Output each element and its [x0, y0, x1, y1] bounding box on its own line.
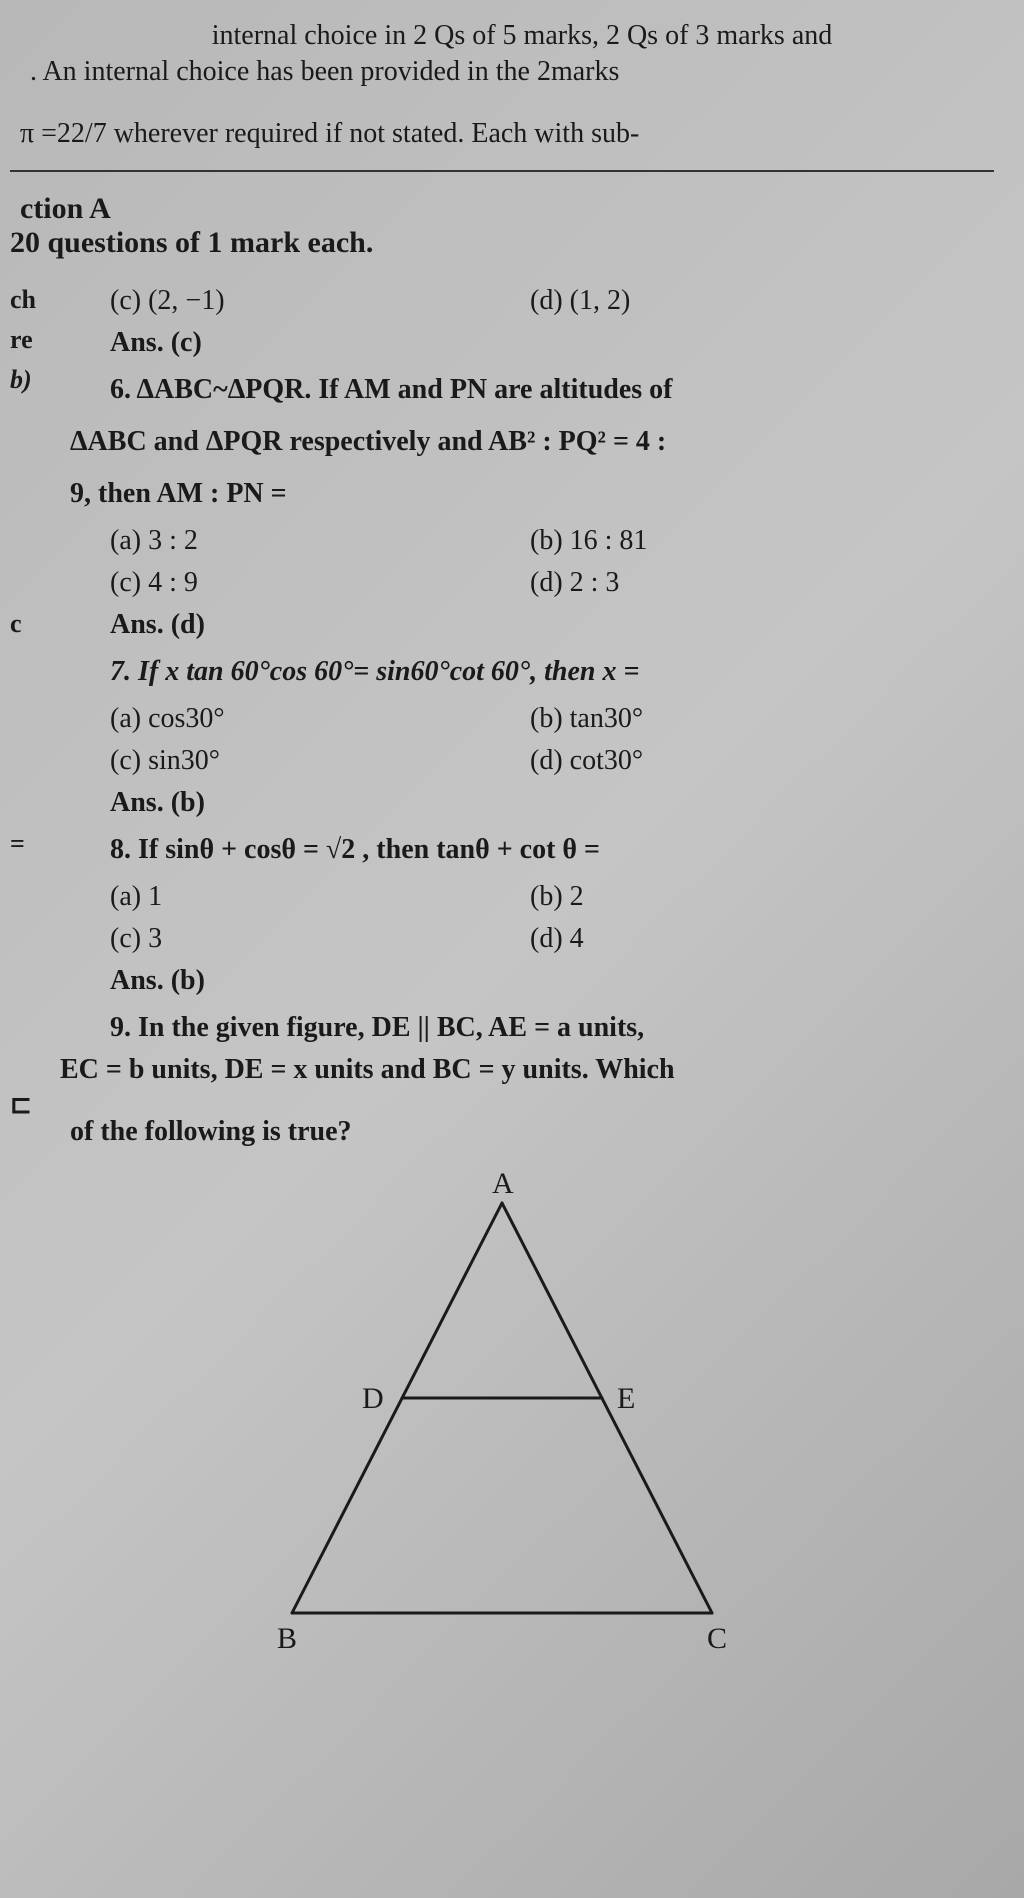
- svg-text:A: A: [492, 1173, 514, 1200]
- q6-options-cd: (c) 4 : 9 (d) 2 : 3: [10, 567, 994, 599]
- q7-options-ab: (a) cos30° (b) tan30°: [10, 703, 994, 735]
- section-subtitle: 20 questions of 1 mark each.: [10, 226, 994, 260]
- q6-line1: 6. ΔABC~ΔPQR. If AM and PN are altitudes…: [10, 369, 994, 411]
- q5-option-d: (d) (1, 2): [530, 285, 994, 317]
- q8-option-b: (b) 2: [530, 881, 994, 913]
- q8-options-cd: (c) 3 (d) 4: [10, 923, 994, 955]
- margin-note-ch: ch: [10, 285, 36, 315]
- q6-options-ab: (a) 3 : 2 (b) 16 : 81: [10, 525, 994, 557]
- q7-option-b: (b) tan30°: [530, 703, 994, 735]
- margin-note-eq: =: [10, 829, 25, 859]
- q6-answer: Ans. (d): [10, 609, 994, 641]
- q6-option-c: (c) 4 : 9: [110, 567, 530, 599]
- divider: [10, 170, 994, 172]
- q7-answer: Ans. (b): [10, 787, 994, 819]
- pi-note: π =22/7 wherever required if not stated.…: [10, 118, 994, 150]
- q8-answer: Ans. (b): [10, 965, 994, 997]
- triangle-figure: A B C D E: [10, 1173, 994, 1653]
- q6-line3: 9, then AM : PN =: [10, 473, 994, 515]
- q6-option-d: (d) 2 : 3: [530, 567, 994, 599]
- q7-option-d: (d) cot30°: [530, 745, 994, 777]
- margin-note-c: c: [10, 609, 22, 639]
- header-line-2: . An internal choice has been provided i…: [10, 56, 994, 88]
- q5-answer: Ans. (c): [10, 327, 994, 359]
- margin-note-eq2: ⊏: [10, 1089, 32, 1120]
- q7-options-cd: (c) sin30° (d) cot30°: [10, 745, 994, 777]
- triangle-svg: A B C D E: [242, 1173, 762, 1653]
- margin-note-re: re: [10, 325, 33, 355]
- svg-text:E: E: [617, 1382, 635, 1415]
- section-title: ction A: [10, 192, 994, 226]
- q9-line3: of the following is true?: [10, 1111, 994, 1153]
- q5-options-cd: (c) (2, −1) (d) (1, 2): [10, 285, 994, 317]
- svg-text:D: D: [362, 1382, 384, 1415]
- q6-option-b: (b) 16 : 81: [530, 525, 994, 557]
- q9-line2: EC = b units, DE = x units and BC = y un…: [10, 1049, 994, 1091]
- svg-text:B: B: [277, 1622, 297, 1653]
- q7-option-c: (c) sin30°: [110, 745, 530, 777]
- q8-option-a: (a) 1: [110, 881, 530, 913]
- q5-option-c: (c) (2, −1): [110, 285, 530, 317]
- q6-line2: ΔABC and ΔPQR respectively and AB² : PQ²…: [10, 421, 994, 463]
- q8-option-d: (d) 4: [530, 923, 994, 955]
- q7-option-a: (a) cos30°: [110, 703, 530, 735]
- q7-text: 7. If x tan 60°cos 60°= sin60°cot 60°, t…: [10, 651, 994, 693]
- q8-option-c: (c) 3: [110, 923, 530, 955]
- header-line-1: internal choice in 2 Qs of 5 marks, 2 Qs…: [10, 20, 994, 52]
- svg-text:C: C: [707, 1622, 727, 1653]
- q9-line1: 9. In the given figure, DE || BC, AE = a…: [10, 1007, 994, 1049]
- q8-text: 8. If sinθ + cosθ = √2 , then tanθ + cot…: [10, 829, 994, 871]
- q8-options-ab: (a) 1 (b) 2: [10, 881, 994, 913]
- q6-option-a: (a) 3 : 2: [110, 525, 530, 557]
- margin-note-b: b): [10, 365, 32, 395]
